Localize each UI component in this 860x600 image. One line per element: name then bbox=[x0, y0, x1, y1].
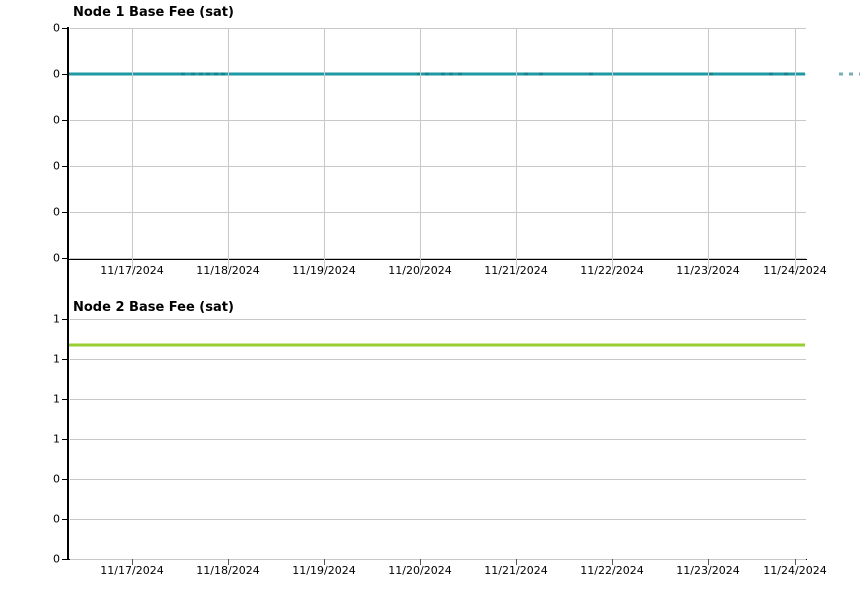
y-axis-tick bbox=[62, 559, 68, 560]
x-axis-tick-label: 11/24/2024 bbox=[763, 564, 827, 577]
y-axis-tick bbox=[62, 319, 68, 320]
y-axis-tick bbox=[62, 479, 68, 480]
x-axis-tick-label: 11/24/2024 bbox=[763, 264, 827, 277]
series-data-point bbox=[425, 72, 429, 76]
series-data-point bbox=[839, 72, 843, 76]
y-axis-tick bbox=[62, 120, 68, 121]
y-axis-tick bbox=[62, 212, 68, 213]
y-axis-tick-label: 0 bbox=[53, 552, 60, 566]
y-axis-tick-label: 0 bbox=[53, 67, 60, 81]
y-axis-tick-label: 0 bbox=[53, 21, 60, 35]
x-axis-tick bbox=[324, 559, 325, 565]
x-axis-tick-label: 11/19/2024 bbox=[292, 264, 356, 277]
y-axis-tick-label: 1 bbox=[53, 312, 60, 326]
series-data-point bbox=[191, 72, 195, 76]
x-axis-tick bbox=[228, 559, 229, 565]
x-axis-tick-label: 11/20/2024 bbox=[388, 564, 452, 577]
y-axis-tick bbox=[62, 519, 68, 520]
series-data-point bbox=[458, 72, 462, 76]
y-axis-tick-label: 0 bbox=[53, 472, 60, 486]
series-data-point bbox=[539, 72, 543, 76]
y-axis-tick bbox=[62, 74, 68, 75]
x-axis-tick-label: 11/22/2024 bbox=[580, 564, 644, 577]
y-axis-tick-label: 0 bbox=[53, 113, 60, 127]
y-axis-line-node2 bbox=[67, 28, 69, 560]
series-data-point bbox=[449, 72, 453, 76]
gridline-horizontal bbox=[70, 479, 806, 480]
gridline-vertical bbox=[708, 29, 709, 269]
x-axis-tick-label: 11/19/2024 bbox=[292, 564, 356, 577]
gridline-vertical bbox=[420, 29, 421, 269]
series-data-point bbox=[589, 72, 593, 76]
series-data-markers bbox=[69, 72, 860, 76]
gridline-vertical bbox=[795, 29, 796, 269]
series-data-point bbox=[221, 72, 225, 76]
series-data-point bbox=[199, 72, 203, 76]
y-axis-tick bbox=[62, 28, 68, 29]
x-axis-tick bbox=[420, 559, 421, 565]
series-line bbox=[69, 343, 805, 347]
chart-title-node1: Node 1 Base Fee (sat) bbox=[73, 5, 234, 20]
series-data-point bbox=[849, 72, 853, 76]
gridline-horizontal bbox=[70, 212, 806, 213]
gridline-vertical bbox=[228, 29, 229, 269]
series-data-point bbox=[524, 72, 528, 76]
y-axis-tick bbox=[62, 359, 68, 360]
x-axis-tick-label: 11/22/2024 bbox=[580, 264, 644, 277]
x-axis-tick bbox=[612, 559, 613, 565]
y-axis-tick-label: 0 bbox=[53, 159, 60, 173]
series-data-point bbox=[784, 72, 788, 76]
x-axis-tick-label: 11/20/2024 bbox=[388, 264, 452, 277]
y-axis-tick bbox=[62, 166, 68, 167]
x-axis-tick-label: 11/17/2024 bbox=[100, 564, 164, 577]
series-line bbox=[69, 72, 805, 76]
chart-title-node2: Node 2 Base Fee (sat) bbox=[73, 300, 234, 315]
gridline-horizontal bbox=[70, 439, 806, 440]
x-axis-tick bbox=[132, 559, 133, 565]
y-axis-tick bbox=[62, 439, 68, 440]
gridline-vertical bbox=[612, 29, 613, 269]
gridline-horizontal bbox=[70, 559, 806, 560]
series-data-point bbox=[769, 72, 773, 76]
gridline-horizontal bbox=[70, 359, 806, 360]
y-axis-tick bbox=[62, 399, 68, 400]
x-axis-tick bbox=[708, 559, 709, 565]
y-axis-tick-label: 1 bbox=[53, 352, 60, 366]
y-axis-tick-label: 0 bbox=[53, 205, 60, 219]
gridline-horizontal bbox=[70, 319, 806, 320]
gridline-horizontal bbox=[70, 258, 806, 259]
gridline-horizontal bbox=[70, 399, 806, 400]
y-axis-tick-label: 0 bbox=[53, 251, 60, 265]
x-axis-tick bbox=[795, 559, 796, 565]
series-data-point bbox=[709, 72, 713, 76]
x-axis-tick-label: 11/21/2024 bbox=[484, 264, 548, 277]
series-data-point bbox=[206, 72, 210, 76]
gridline-horizontal bbox=[70, 519, 806, 520]
chart-panel-node1: Node 1 Base Fee (sat) 0 0 0 0 0 0 11/17/2024 11… bbox=[0, 0, 860, 295]
y-axis-tick-label: 0 bbox=[53, 512, 60, 526]
gridline-horizontal bbox=[70, 28, 806, 29]
x-axis-tick-label: 11/23/2024 bbox=[676, 264, 740, 277]
series-data-point bbox=[214, 72, 218, 76]
series-data-point bbox=[417, 72, 421, 76]
gridline-vertical bbox=[132, 29, 133, 269]
x-axis-line-node1 bbox=[68, 259, 807, 260]
x-axis-tick-label: 11/18/2024 bbox=[196, 264, 260, 277]
x-axis-tick bbox=[516, 559, 517, 565]
y-axis-tick bbox=[62, 258, 68, 259]
x-axis-tick-label: 11/18/2024 bbox=[196, 564, 260, 577]
series-data-point bbox=[181, 72, 185, 76]
series-data-point bbox=[441, 72, 445, 76]
gridline-vertical bbox=[516, 29, 517, 269]
gridline-horizontal bbox=[70, 166, 806, 167]
x-axis-tick-label: 11/17/2024 bbox=[100, 264, 164, 277]
x-axis-tick-label: 11/23/2024 bbox=[676, 564, 740, 577]
x-axis-tick-label: 11/21/2024 bbox=[484, 564, 548, 577]
gridline-vertical bbox=[324, 29, 325, 269]
y-axis-tick-label: 1 bbox=[53, 392, 60, 406]
y-axis-tick-label: 1 bbox=[53, 432, 60, 446]
gridline-horizontal bbox=[70, 120, 806, 121]
chart-panel-node2: Node 2 Base Fee (sat) bbox=[0, 290, 860, 600]
plot-area-node2 bbox=[62, 29, 806, 560]
